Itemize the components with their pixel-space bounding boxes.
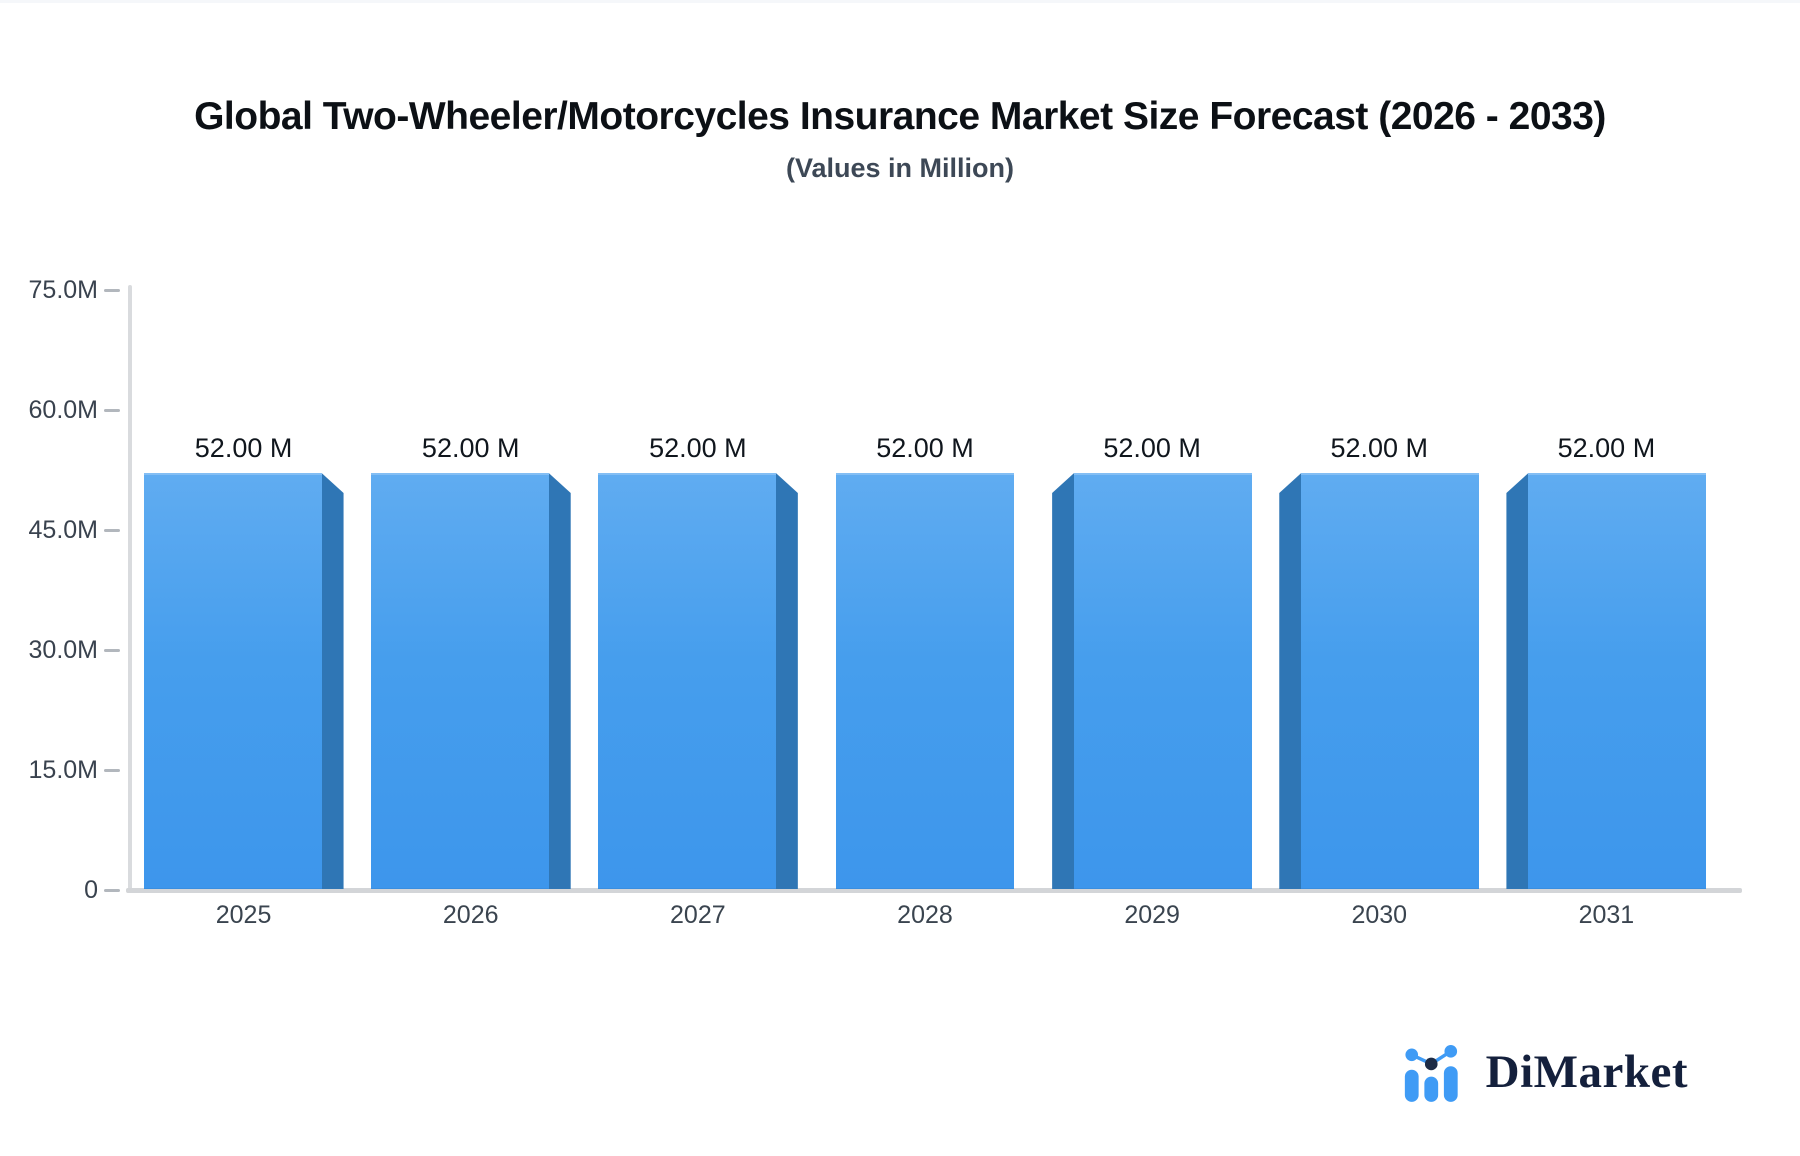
- logo: DiMarket: [1400, 1041, 1688, 1103]
- bar-value-label: 52.00 M: [194, 433, 293, 463]
- bar-face: [370, 473, 549, 889]
- bar-side-3d: [775, 473, 798, 889]
- bars-row: 52.00 M 52.00 M 52.00 M 52.00 M 52.00 M 52.00…: [130, 433, 1720, 889]
- y-tick-label: 0: [84, 876, 98, 904]
- bar-slot-2031: 52.00 M: [1493, 433, 1720, 889]
- mini-bar-line-chart-icon: [1404, 1045, 1458, 1102]
- chart-subtitle: (Values in Million): [785, 153, 1015, 183]
- bar-slot-2030: 52.00 M: [1266, 433, 1493, 889]
- bar-side-3d: [1052, 473, 1075, 889]
- bar-2025[interactable]: 52.00 M: [143, 433, 344, 889]
- y-tick-mark: [104, 289, 120, 292]
- bar-2028[interactable]: 52.00 M: [825, 433, 1025, 889]
- chart-title: Global Two-Wheeler/Motorcycles Insurance…: [194, 95, 1606, 138]
- x-axis-baseline: [126, 888, 1742, 893]
- bar-face: [597, 473, 776, 889]
- y-tick-label: 45.0M: [28, 516, 98, 544]
- x-axis-label-2026: 2026: [442, 901, 499, 929]
- y-tick-label: 15.0M: [28, 756, 98, 784]
- bar-face: [1528, 473, 1707, 889]
- y-tick-mark: [104, 409, 120, 412]
- x-axis-label-2028: 2028: [897, 901, 953, 929]
- y-tick-label: 75.0M: [28, 276, 98, 304]
- plot-area: 75.0M 60.0M 45.0M 30.0M 15.0M 0 52.00 M 52.00 …: [0, 3, 1800, 1156]
- x-axis-label-2030: 2030: [1351, 901, 1408, 929]
- bar-side-3d: [321, 473, 344, 889]
- bar-face: [1301, 473, 1480, 889]
- bar-2030[interactable]: 52.00 M: [1279, 433, 1480, 889]
- x-axis-labels: 2025 2026 2027 2028 2029 2030 2031: [130, 901, 1720, 930]
- bar-slot-2029: 52.00 M: [1039, 433, 1266, 889]
- x-axis-label-2031: 2031: [1578, 901, 1635, 929]
- x-axis-label-2029: 2029: [1124, 901, 1180, 929]
- bar-face: [143, 473, 322, 889]
- y-tick-label: 30.0M: [28, 636, 98, 664]
- bar-value-label: 52.00 M: [1330, 433, 1429, 463]
- bar-2031[interactable]: 52.00 M: [1506, 433, 1707, 889]
- y-tick-mark: [104, 769, 120, 772]
- logo-text: DiMarket: [1485, 1046, 1688, 1098]
- x-axis-label-2025: 2025: [215, 901, 272, 929]
- bar-face: [1074, 473, 1253, 889]
- bar-face: [835, 473, 1014, 889]
- x-axis-label-2027: 2027: [670, 901, 726, 929]
- y-tick-mark: [104, 529, 120, 532]
- y-tick-label: 60.0M: [28, 396, 98, 424]
- y-tick-mark: [104, 889, 120, 892]
- bar-value-label: 52.00 M: [1557, 433, 1656, 463]
- bar-value-label: 52.00 M: [421, 433, 520, 463]
- bar-slot-2027: 52.00 M: [584, 433, 811, 889]
- y-tick-mark: [104, 649, 120, 652]
- bar-side-3d: [548, 473, 571, 889]
- bar-side-3d: [1279, 473, 1302, 889]
- bar-slot-2025: 52.00 M: [130, 433, 357, 889]
- bar-2026[interactable]: 52.00 M: [370, 433, 571, 889]
- bar-slot-2028: 52.00 M: [811, 433, 1038, 889]
- bar-side-3d: [1506, 473, 1529, 889]
- bar-value-label: 52.00 M: [649, 433, 747, 463]
- bar-2027[interactable]: 52.00 M: [597, 433, 798, 889]
- bar-value-label: 52.00 M: [876, 433, 974, 463]
- bar-slot-2026: 52.00 M: [357, 433, 584, 889]
- bar-value-label: 52.00 M: [1103, 433, 1201, 463]
- y-axis-line: [128, 285, 132, 892]
- bar-2029[interactable]: 52.00 M: [1052, 433, 1253, 889]
